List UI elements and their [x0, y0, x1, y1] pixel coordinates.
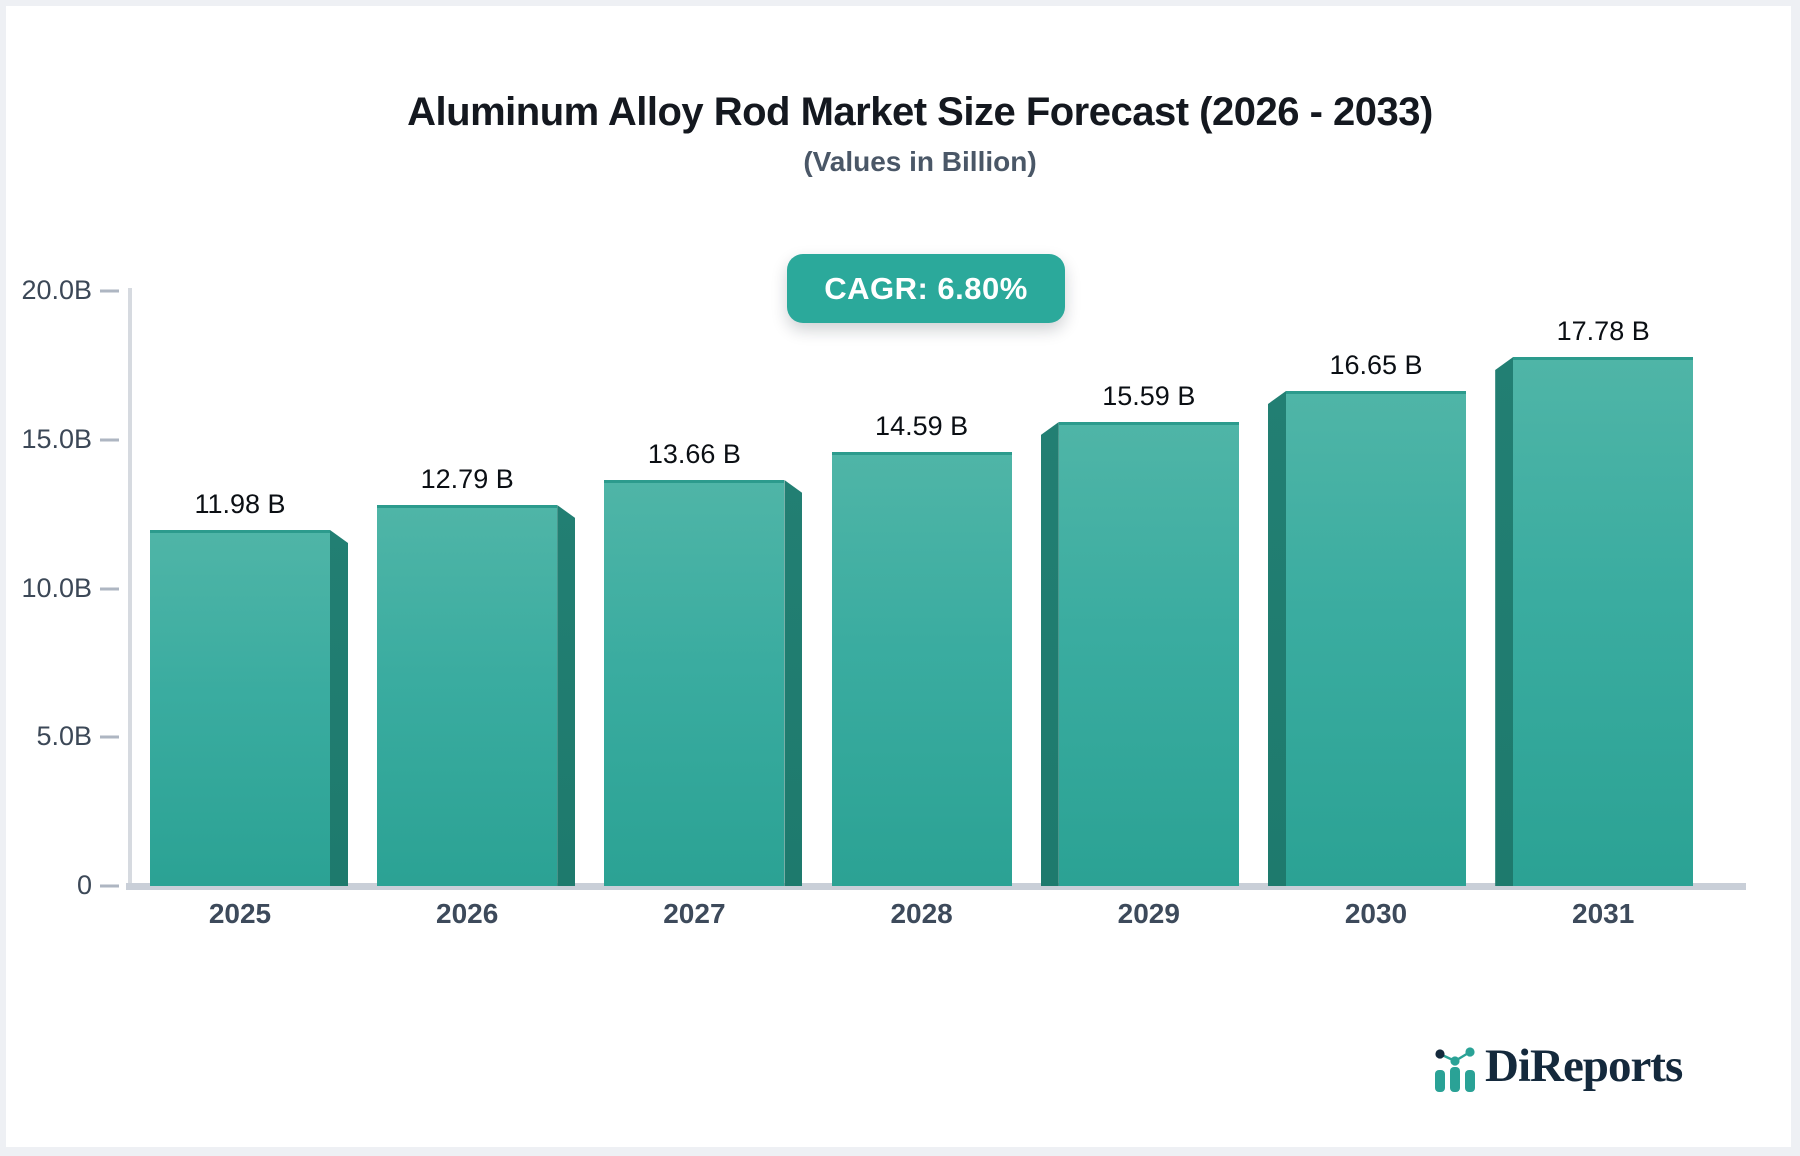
y-tick-label: 20.0B: [21, 274, 92, 305]
y-tick-mark: [100, 884, 119, 888]
bar-value-label: 12.79 B: [420, 464, 514, 494]
bar-2030-3d-side: [1268, 391, 1286, 886]
y-tick-label: 10.0B: [21, 572, 92, 603]
bar-2031[interactable]: [1513, 357, 1694, 886]
y-tick-mark: [100, 438, 119, 442]
x-axis-label-2026: 2026: [436, 898, 499, 929]
cagr-badge: CAGR: 6.80%: [787, 254, 1065, 323]
chart-subtitle: (Values in Billion): [803, 146, 1037, 177]
bar-value-label: 15.59 B: [1102, 381, 1196, 411]
bar-value-label: 17.78 B: [1556, 316, 1650, 346]
bar-2029-3d-side: [1040, 422, 1059, 886]
bar-2028[interactable]: [831, 452, 1012, 886]
x-axis-baseline: [126, 883, 1746, 890]
x-axis-label-2025: 2025: [208, 898, 272, 929]
bar-value-label: 11.98 B: [194, 489, 286, 519]
bar-2030[interactable]: [1286, 391, 1466, 886]
chart-title: Aluminum Alloy Rod Market Size Forecast …: [407, 90, 1433, 134]
bar-2026-3d-side: [557, 505, 576, 886]
y-tick-label: 15.0B: [21, 423, 92, 454]
y-tick-label: 5.0B: [36, 721, 92, 752]
bar-2025-3d-side: [330, 530, 348, 886]
x-axis-label-2030: 2030: [1344, 898, 1408, 929]
bar-value-label: 14.59 B: [875, 411, 969, 441]
logo-text: DiReports: [1485, 1040, 1683, 1092]
bar-2027-3d-side: [784, 480, 803, 886]
direports-logo[interactable]: DiReports: [1433, 1036, 1683, 1102]
bar-2025[interactable]: [150, 530, 330, 886]
x-axis-label-2027: 2027: [663, 898, 726, 929]
y-tick-mark: [100, 289, 119, 293]
x-axis-label-2028: 2028: [890, 898, 953, 929]
bar-2027[interactable]: [604, 480, 785, 886]
bar-2026[interactable]: [377, 505, 558, 886]
bar-2031-3d-side: [1495, 357, 1514, 886]
bar-value-label: 16.65 B: [1329, 350, 1423, 380]
bar-2029[interactable]: [1058, 422, 1239, 886]
cagr-badge-label: CAGR: 6.80%: [824, 270, 1028, 306]
y-tick-mark: [100, 587, 119, 590]
bar-value-label: 13.66 B: [647, 439, 741, 469]
bar-chart-sparkline-icon: [1435, 1047, 1475, 1092]
y-tick-mark: [100, 735, 119, 739]
y-tick-label: 0: [76, 869, 92, 900]
y-axis-line: [128, 288, 132, 887]
x-axis-label-2029: 2029: [1117, 898, 1180, 929]
x-axis-label-2031: 2031: [1572, 898, 1635, 929]
